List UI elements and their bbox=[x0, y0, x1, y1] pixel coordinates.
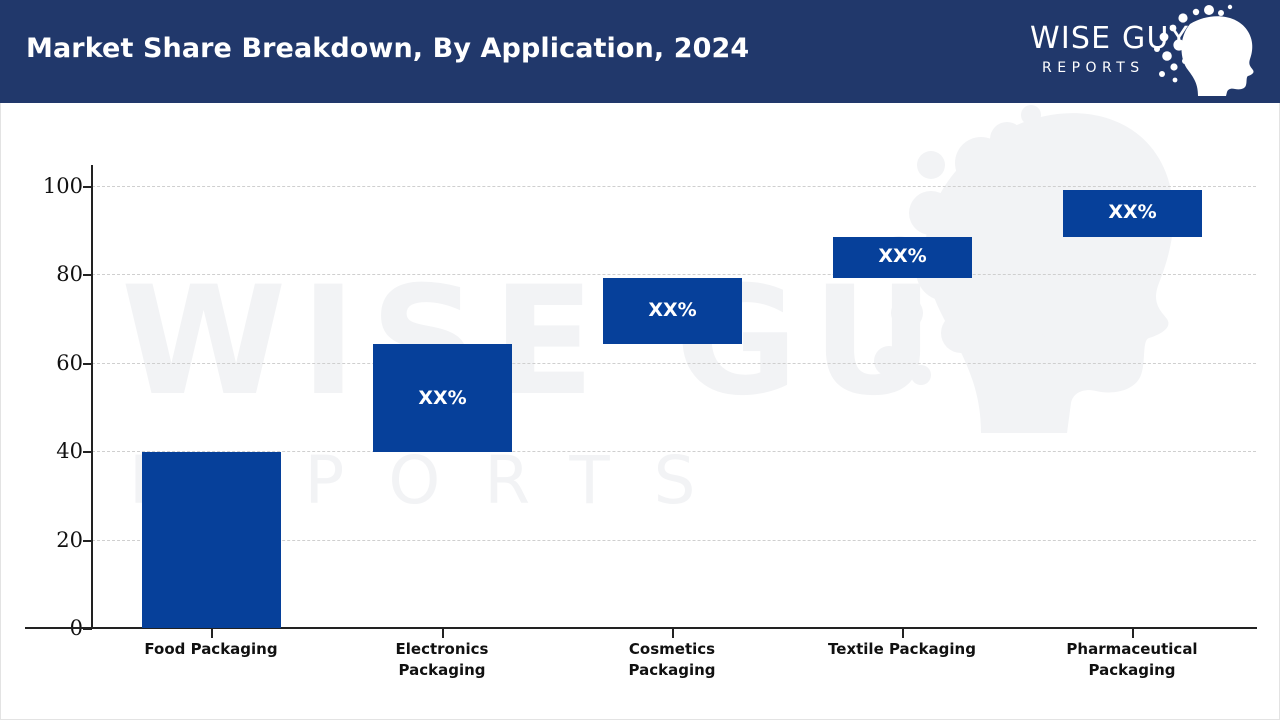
y-tick-label-80: 80 bbox=[56, 262, 83, 286]
gridline-80 bbox=[92, 274, 1256, 275]
plot-canvas: 100 80 60 40 20 0 bbox=[1, 103, 1279, 719]
x-tick-0 bbox=[211, 629, 213, 638]
logo-wordmark-line2: REPORTS bbox=[1042, 60, 1145, 76]
category-label-food-packaging: Food Packaging bbox=[111, 639, 311, 660]
x-axis-spine bbox=[25, 627, 1257, 629]
y-axis-spine bbox=[91, 165, 93, 628]
category-label-cosmetics-packaging: Cosmetics Packaging bbox=[572, 639, 772, 681]
y-tick-label-60: 60 bbox=[56, 351, 83, 375]
category-label-line: Cosmetics bbox=[628, 640, 716, 658]
chart-area: WISE GUY REPORTS bbox=[0, 103, 1280, 720]
bar-cosmetics-packaging[interactable] bbox=[603, 278, 742, 344]
header-bar: Market Share Breakdown, By Application, … bbox=[0, 0, 1280, 103]
y-tick-label-40: 40 bbox=[56, 439, 83, 463]
bar-label-food-packaging: 39.9% bbox=[178, 629, 245, 651]
page-title: Market Share Breakdown, By Application, … bbox=[26, 33, 750, 64]
bar-label-textile-packaging: XX% bbox=[878, 245, 927, 267]
bar-food-packaging[interactable] bbox=[142, 452, 281, 628]
gridline-60 bbox=[92, 363, 1256, 364]
category-label-line: Textile Packaging bbox=[828, 640, 976, 658]
x-tick-2 bbox=[672, 629, 674, 638]
gridline-20 bbox=[92, 540, 1256, 541]
category-label-line: Packaging bbox=[628, 661, 716, 679]
bar-label-pharmaceutical-packaging: XX% bbox=[1108, 201, 1157, 223]
bar-pharmaceutical-packaging[interactable] bbox=[1063, 190, 1202, 237]
category-label-line: Packaging bbox=[398, 661, 486, 679]
gridline-40 bbox=[92, 451, 1256, 452]
gridline-100 bbox=[92, 186, 1256, 187]
bar-textile-packaging[interactable] bbox=[833, 237, 972, 278]
y-tick-label-20: 20 bbox=[56, 528, 83, 552]
category-label-line: Electronics bbox=[395, 640, 489, 658]
logo-head-icon bbox=[1154, 4, 1254, 96]
x-tick-1 bbox=[442, 629, 444, 638]
category-label-line: Packaging bbox=[1088, 661, 1176, 679]
category-label-line: Pharmaceutical bbox=[1066, 640, 1198, 658]
x-tick-4 bbox=[1132, 629, 1134, 638]
bar-label-cosmetics-packaging: XX% bbox=[648, 299, 697, 321]
category-label-electronics-packaging: Electronics Packaging bbox=[342, 639, 542, 681]
bar-electronics-packaging[interactable] bbox=[373, 344, 512, 452]
wise-guy-reports-logo: WISE GUY REPORTS bbox=[1030, 4, 1254, 96]
category-label-pharmaceutical-packaging: Pharmaceutical Packaging bbox=[1032, 639, 1232, 681]
category-label-line: Food Packaging bbox=[144, 640, 278, 658]
bar-label-electronics-packaging: XX% bbox=[418, 387, 467, 409]
category-label-textile-packaging: Textile Packaging bbox=[802, 639, 1002, 660]
y-tick-label-100: 100 bbox=[42, 174, 83, 198]
x-tick-3 bbox=[902, 629, 904, 638]
